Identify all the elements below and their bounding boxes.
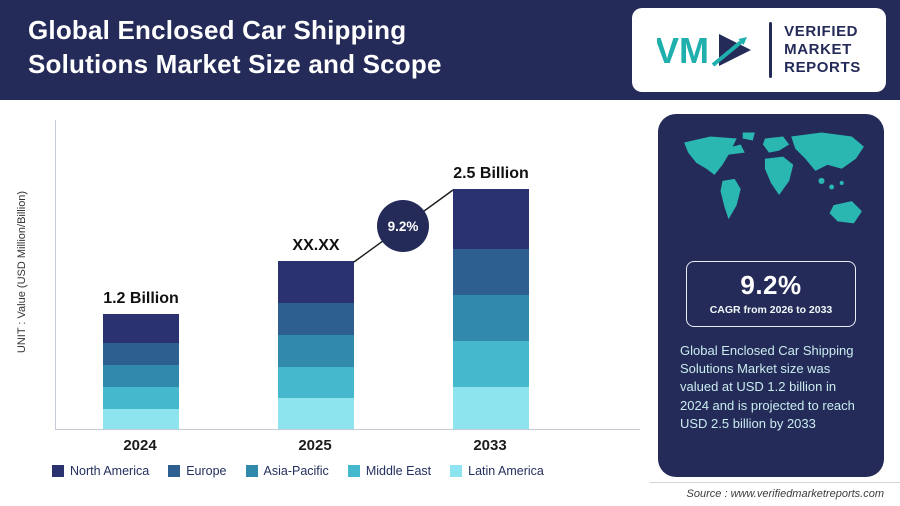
legend-label-latin-america: Latin America — [468, 464, 544, 478]
market-summary-text: Global Enclosed Car Shipping Solutions M… — [680, 343, 855, 431]
brand-line-3: REPORTS — [784, 59, 861, 76]
bar-2033: 2.5 Billion — [453, 165, 529, 429]
page-title: Global Enclosed Car Shipping Solutions M… — [28, 15, 442, 79]
bar-total-label-2025: XX.XX — [292, 237, 340, 254]
brand-name: VERIFIED MARKET REPORTS — [784, 23, 861, 77]
world-map-wrap — [658, 114, 884, 257]
x-axis-label-2025: 2025 — [298, 437, 332, 454]
y-axis-label: UNIT : Value (USD Million/Billion) — [16, 190, 28, 354]
bar-segment-middle-east — [103, 386, 179, 409]
bar-segment-europe — [278, 303, 354, 335]
bar-segment-middle-east — [453, 340, 529, 387]
bar-segment-asia-pacific — [453, 294, 529, 341]
legend-label-north-america: North America — [70, 464, 150, 478]
chart-plot-area: 1.2 Billion XX.XX 2.5 Billion 9.2% — [55, 120, 640, 430]
brand-line-1: VERIFIED — [784, 23, 859, 40]
growth-badge-label: 9.2% — [388, 219, 419, 234]
summary-sidebar: 9.2% CAGR from 2026 to 2033 Global Enclo… — [658, 114, 884, 477]
bar-segment-middle-east — [278, 366, 354, 399]
legend-label-europe: Europe — [186, 464, 227, 478]
legend-swatch-asia-pacific — [245, 465, 258, 477]
bar-segment-asia-pacific — [278, 334, 354, 367]
bar-segment-north-america — [278, 261, 354, 304]
legend-swatch-europe — [168, 465, 181, 477]
bar-2025: XX.XX — [278, 237, 354, 429]
bar-total-label-2024: 1.2 Billion — [103, 290, 179, 307]
legend-item-asia-pacific: Asia-Pacific — [245, 464, 329, 478]
legend-swatch-latin-america — [450, 465, 463, 477]
legend-swatch-middle-east — [347, 465, 360, 477]
legend-item-north-america: North America — [52, 464, 149, 478]
legend-swatch-north-america — [52, 465, 64, 477]
logo-divider — [769, 22, 773, 78]
legend-item-middle-east: Middle East — [347, 464, 432, 478]
vmr-logo-icon: VM — [657, 30, 752, 70]
bar-segment-latin-america — [453, 386, 529, 429]
bar-segment-europe — [453, 248, 529, 295]
bar-segment-asia-pacific — [103, 364, 179, 387]
bar-segment-latin-america — [103, 408, 179, 429]
legend-label-asia-pacific: Asia-Pacific — [263, 464, 329, 478]
x-axis-label-2024: 2024 — [123, 437, 157, 454]
bar-segment-north-america — [103, 314, 179, 343]
bar-total-label-2033: 2.5 Billion — [453, 165, 529, 182]
header-banner: Global Enclosed Car Shipping Solutions M… — [0, 0, 900, 100]
chart-legend: North America Europe Asia-Pacific Middle Ea… — [52, 464, 642, 478]
source-divider — [650, 482, 900, 483]
brand-line-2: MARKET — [784, 41, 852, 58]
legend-item-latin-america: Latin America — [450, 464, 544, 478]
source-attribution: Source : www.verifiedmarketreports.com — [686, 488, 884, 500]
legend-item-europe: Europe — [168, 464, 227, 478]
x-axis-label-2033: 2033 — [473, 437, 507, 454]
cagr-label: CAGR from 2026 to 2033 — [709, 304, 833, 316]
cagr-box: 9.2% CAGR from 2026 to 2033 — [686, 261, 856, 327]
x-axis-labels: 2024 2025 2033 — [55, 437, 640, 459]
bar-segment-latin-america — [278, 398, 354, 429]
bar-segment-north-america — [453, 189, 529, 249]
bar-2024: 1.2 Billion — [103, 290, 179, 429]
legend-label-middle-east: Middle East — [365, 464, 432, 478]
bar-segment-europe — [103, 342, 179, 365]
cagr-value: 9.2% — [740, 270, 802, 300]
world-map-icon — [684, 132, 864, 224]
brand-logo-card: VM VERIFIED MARKET REPORTS — [632, 8, 886, 92]
growth-badge-circle — [377, 200, 429, 252]
svg-text:VM: VM — [657, 30, 709, 70]
